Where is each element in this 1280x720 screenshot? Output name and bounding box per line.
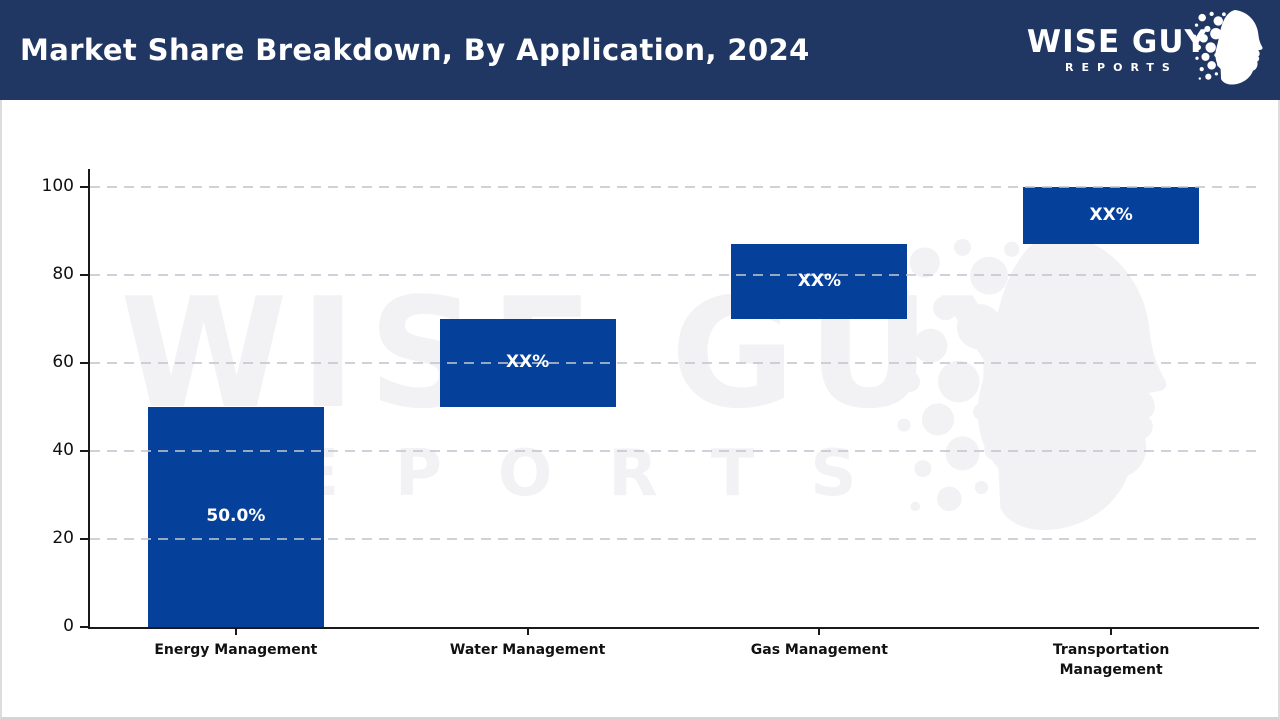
x-tick-water-management	[526, 629, 529, 635]
chart-plot-area: WISE GUY REPORTS 0 20 40 60 80 100 50.0% Energy…	[2, 100, 1278, 717]
header-bar: Market Share Breakdown, By Application, …	[0, 0, 1280, 100]
x-axis-line	[88, 627, 1259, 629]
bar-energy-management	[147, 407, 324, 627]
y-tick-60	[80, 362, 88, 364]
logo-subtitle: REPORTS	[1065, 60, 1178, 74]
y-tick-80	[80, 274, 88, 276]
chart-panel: WISE GUY REPORTS 0 20 40 60 80 100 50.0% Energy…	[0, 100, 1280, 720]
dotted-head-icon	[1193, 10, 1263, 85]
watermark-head-icon	[888, 232, 1167, 531]
bar-transportation-management	[1023, 187, 1200, 245]
wise-guy-logo: WISE GUY REPORTS	[1027, 8, 1266, 92]
y-tick-label-100: 100	[41, 176, 74, 196]
y-tick-label-0: 0	[63, 616, 74, 636]
y-tick-label-40: 40	[52, 440, 74, 460]
x-tick-gas-management	[818, 629, 821, 635]
x-tick-energy-management	[234, 629, 237, 635]
gridline-20	[90, 538, 1257, 540]
x-tick-label-water-management: Water Management	[449, 642, 606, 658]
gridline-40	[90, 450, 1257, 452]
page-title: Market Share Breakdown, By Application, …	[20, 33, 810, 67]
logo-wordmark: WISE GUY	[1026, 23, 1208, 60]
y-tick-0	[80, 626, 88, 628]
gridline-100	[90, 186, 1257, 188]
y-tick-20	[80, 538, 88, 540]
y-tick-label-60: 60	[52, 352, 74, 372]
y-tick-label-20: 20	[52, 528, 74, 548]
x-tick-label-transportation-management: Transportation Management	[1052, 642, 1170, 679]
gridline-60	[90, 362, 1257, 364]
x-tick-transportation-management	[1110, 629, 1113, 635]
bar-gas-management	[731, 244, 908, 319]
bar-value-label-water-management: XX%	[506, 352, 550, 372]
logo-text: WISE GUY REPORTS	[1026, 23, 1208, 74]
bar-value-label-transportation-management: XX%	[1089, 204, 1133, 225]
bar-value-label-energy-management: 50.0%	[206, 506, 266, 526]
gridline-80	[90, 274, 1257, 276]
y-tick-label-80: 80	[52, 264, 74, 284]
y-tick-40	[80, 450, 88, 452]
y-tick-100	[80, 186, 88, 188]
x-tick-label-energy-management: Energy Management	[154, 642, 318, 658]
bar-value-label-gas-management: XX%	[797, 270, 841, 291]
y-axis-line	[88, 169, 90, 629]
x-tick-label-gas-management: Gas Management	[750, 642, 888, 658]
